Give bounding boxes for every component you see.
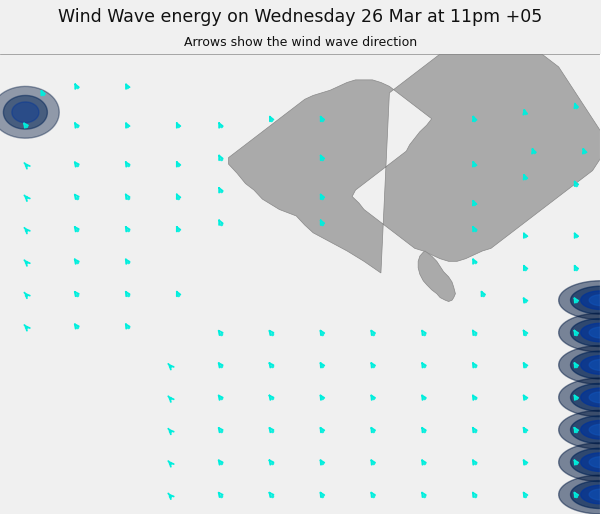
Polygon shape [589, 359, 601, 371]
Polygon shape [559, 378, 601, 417]
Polygon shape [570, 448, 601, 476]
Text: Arrows show the wind wave direction: Arrows show the wind wave direction [184, 35, 417, 49]
Polygon shape [559, 443, 601, 482]
Polygon shape [581, 323, 601, 342]
Polygon shape [589, 392, 601, 403]
Polygon shape [581, 420, 601, 439]
Polygon shape [589, 489, 601, 500]
Polygon shape [228, 54, 601, 273]
Polygon shape [12, 102, 39, 123]
Polygon shape [0, 86, 59, 138]
Polygon shape [581, 485, 601, 504]
Polygon shape [589, 457, 601, 468]
Polygon shape [570, 383, 601, 411]
Polygon shape [559, 475, 601, 514]
Polygon shape [570, 319, 601, 346]
Polygon shape [559, 345, 601, 384]
Polygon shape [581, 291, 601, 309]
Text: Wind Wave energy on Wednesday 26 Mar at 11pm +05: Wind Wave energy on Wednesday 26 Mar at … [58, 8, 543, 26]
Polygon shape [581, 453, 601, 471]
Polygon shape [559, 313, 601, 352]
Polygon shape [570, 286, 601, 314]
Polygon shape [589, 425, 601, 435]
Polygon shape [589, 327, 601, 338]
Polygon shape [570, 481, 601, 508]
Polygon shape [589, 295, 601, 306]
Polygon shape [570, 416, 601, 444]
Polygon shape [559, 281, 601, 320]
Polygon shape [570, 351, 601, 379]
Polygon shape [4, 96, 47, 129]
Polygon shape [559, 410, 601, 449]
Polygon shape [581, 356, 601, 374]
Polygon shape [418, 251, 456, 302]
Polygon shape [581, 388, 601, 407]
